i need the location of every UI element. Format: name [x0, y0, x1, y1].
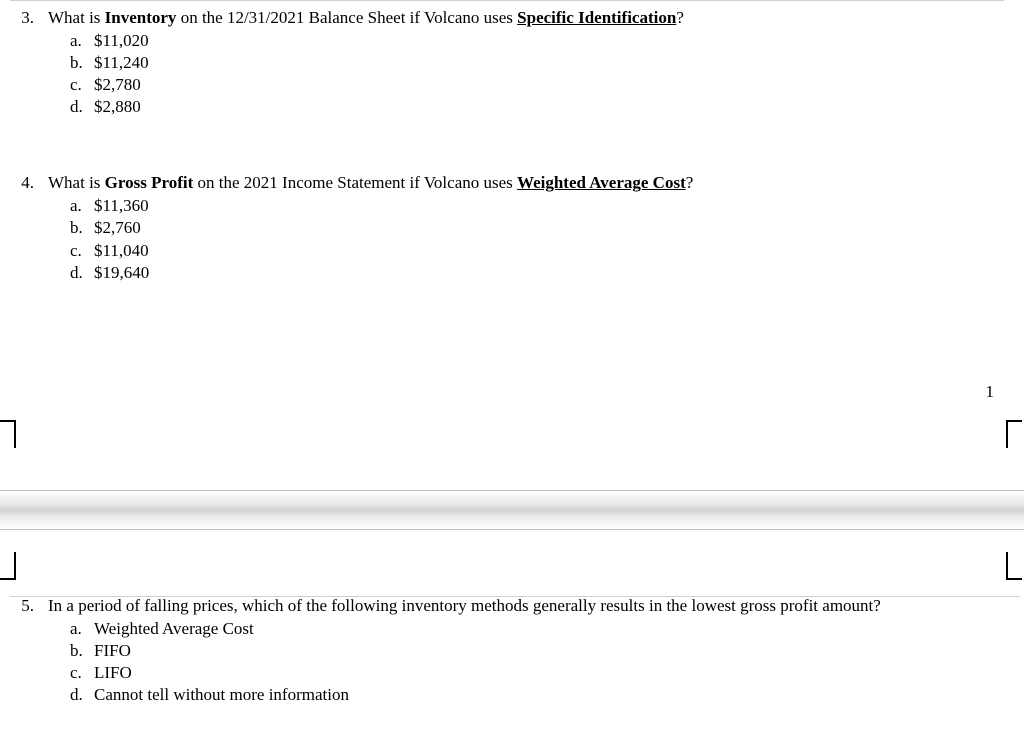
top-divider: [10, 0, 1004, 1]
option-letter: a.: [70, 30, 94, 52]
option-letter: a.: [70, 618, 94, 640]
option-letter: c.: [70, 74, 94, 96]
option-text: LIFO: [94, 662, 132, 684]
options-list: a. $11,360 b. $2,760 c. $11,040 d. $19,6…: [70, 195, 1004, 283]
question-4: 4. What is Gross Profit on the 2021 Inco…: [20, 173, 1004, 283]
q-method: Specific Identification: [517, 8, 676, 27]
q-suffix: ?: [676, 8, 684, 27]
page-number: 1: [986, 382, 995, 402]
option-c: c. $2,780: [70, 74, 1004, 96]
option-letter: b.: [70, 217, 94, 239]
option-text: $11,020: [94, 30, 149, 52]
option-letter: d.: [70, 262, 94, 284]
q-method: Weighted Average Cost: [517, 173, 686, 192]
option-text: $2,880: [94, 96, 141, 118]
q-mid: on the 2021 Income Statement if Volcano …: [193, 173, 517, 192]
option-text: $2,760: [94, 217, 141, 239]
option-c: c. $11,040: [70, 240, 1004, 262]
question-text: In a period of falling prices, which of …: [48, 596, 1004, 616]
lower-page-content: 5. In a period of falling prices, which …: [0, 596, 1024, 706]
crop-mark-top-left: [0, 420, 16, 448]
option-letter: a.: [70, 195, 94, 217]
question-line: 4. What is Gross Profit on the 2021 Inco…: [20, 173, 1004, 193]
question-text: What is Gross Profit on the 2021 Income …: [48, 173, 1004, 193]
upper-page-content: 3. What is Inventory on the 12/31/2021 B…: [0, 0, 1024, 284]
question-line: 3. What is Inventory on the 12/31/2021 B…: [20, 8, 1004, 28]
option-a: a. Weighted Average Cost: [70, 618, 1004, 640]
option-text: FIFO: [94, 640, 131, 662]
option-d: d. $2,880: [70, 96, 1004, 118]
q-bold-term: Gross Profit: [105, 173, 194, 192]
crop-mark-top-right: [1006, 420, 1022, 448]
q-prefix: What is: [48, 8, 105, 27]
option-letter: b.: [70, 640, 94, 662]
options-list: a. $11,020 b. $11,240 c. $2,780 d. $2,88…: [70, 30, 1004, 118]
q-prefix: What is: [48, 173, 105, 192]
crop-mark-bottom-right: [1006, 552, 1022, 580]
question-number: 3.: [20, 8, 48, 28]
option-b: b. $11,240: [70, 52, 1004, 74]
question-text: What is Inventory on the 12/31/2021 Bala…: [48, 8, 1004, 28]
option-b: b. $2,760: [70, 217, 1004, 239]
question-number: 5.: [20, 596, 48, 616]
option-d: d. Cannot tell without more information: [70, 684, 1004, 706]
crop-mark-bottom-left: [0, 552, 16, 580]
option-b: b. FIFO: [70, 640, 1004, 662]
q-suffix: ?: [686, 173, 694, 192]
question-line: 5. In a period of falling prices, which …: [20, 596, 1004, 616]
option-a: a. $11,020: [70, 30, 1004, 52]
option-letter: c.: [70, 662, 94, 684]
option-d: d. $19,640: [70, 262, 1004, 284]
option-c: c. LIFO: [70, 662, 1004, 684]
option-a: a. $11,360: [70, 195, 1004, 217]
question-number: 4.: [20, 173, 48, 193]
q-bold-term: Inventory: [105, 8, 177, 27]
option-letter: b.: [70, 52, 94, 74]
page-break-divider: [0, 490, 1024, 530]
question-3: 3. What is Inventory on the 12/31/2021 B…: [20, 8, 1004, 118]
option-text: $11,360: [94, 195, 149, 217]
options-list: a. Weighted Average Cost b. FIFO c. LIFO…: [70, 618, 1004, 706]
option-letter: d.: [70, 96, 94, 118]
option-text: $19,640: [94, 262, 149, 284]
option-text: $11,040: [94, 240, 149, 262]
question-5: 5. In a period of falling prices, which …: [20, 596, 1004, 706]
option-letter: d.: [70, 684, 94, 706]
option-text: Cannot tell without more information: [94, 684, 349, 706]
q-mid: on the 12/31/2021 Balance Sheet if Volca…: [176, 8, 517, 27]
option-text: Weighted Average Cost: [94, 618, 254, 640]
option-text: $11,240: [94, 52, 149, 74]
option-text: $2,780: [94, 74, 141, 96]
option-letter: c.: [70, 240, 94, 262]
